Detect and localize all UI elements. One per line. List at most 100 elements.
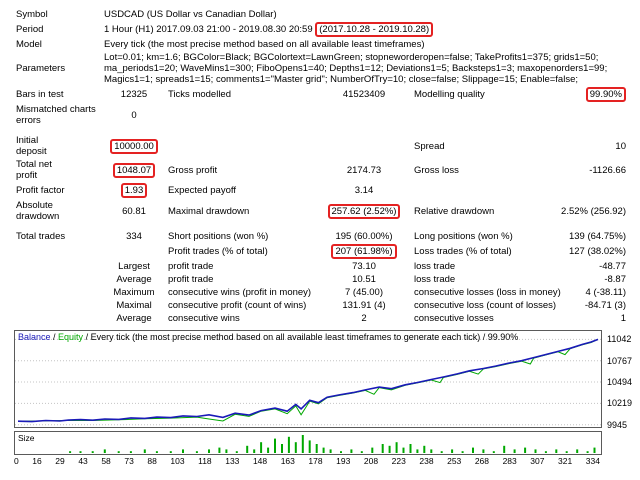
symbol-label: Symbol — [16, 9, 48, 20]
modelling-quality-label: Modelling quality — [414, 89, 485, 100]
average-trade-label: Average — [116, 274, 152, 285]
x-axis-label: 29 — [55, 456, 65, 466]
profit-factor-label: Profit factor — [16, 185, 65, 196]
relative-drawdown-value: 2.52% (256.92) — [561, 205, 626, 217]
maximal-consecutive-loss-label: consecutive loss (count of losses) — [414, 300, 557, 311]
short-positions-value: 195 (60.00%) — [335, 231, 393, 242]
table-row: Average consecutive wins 2 consecutive l… — [14, 312, 628, 325]
table-row: Model Every tick (the most precise metho… — [14, 38, 628, 51]
maximal-drawdown-label: Maximal drawdown — [168, 205, 250, 217]
legend-description: / Every tick (the most precise method ba… — [83, 332, 519, 342]
largest-profit-trade-value: 73.10 — [352, 261, 376, 272]
maximal-consecutive-loss-value: -84.71 (3) — [584, 300, 626, 311]
legend-equity-label: Equity — [58, 332, 84, 342]
x-axis-label: 0 — [14, 456, 19, 466]
average-consecutive-losses-value: 1 — [620, 313, 626, 324]
x-axis-label: 334 — [585, 456, 600, 466]
x-axis-label: 148 — [252, 456, 268, 466]
report-table: Symbol USDCAD (US Dollar vs Canadian Dol… — [14, 8, 628, 325]
average-loss-trade-value: -8.87 — [604, 274, 626, 285]
x-axis-label: 118 — [198, 456, 212, 466]
x-axis-label: 16 — [32, 456, 42, 466]
maximal-consecutive-profit-value: 131.91 (4) — [342, 300, 386, 311]
x-axis-label: 238 — [419, 456, 434, 466]
maximal-label: Maximal — [116, 300, 152, 311]
x-axis-labels: 0 16 29 43 58 73 88 103 118 133 148 163 178 193 208 223… — [14, 456, 600, 466]
bars-in-test-value: 12325 — [120, 89, 148, 100]
parameters-label: Parameters — [16, 63, 66, 74]
average-loss-trade-label: loss trade — [414, 274, 456, 285]
max-consecutive-wins-value: 7 (45.00) — [344, 287, 384, 298]
mismatched-charts-value: 0 — [131, 109, 137, 121]
x-axis-label: 43 — [78, 456, 88, 466]
table-row: Total net profit 1048.07 Gross profit 21… — [14, 158, 628, 182]
average-consecutive-label: Average — [116, 313, 152, 324]
average-profit-trade-label: profit trade — [168, 274, 214, 285]
size-bars-plot — [69, 435, 596, 453]
y-axis-labels: 11042 10767 10494 10219 9945 — [602, 330, 632, 466]
total-trades-label: Total trades — [16, 231, 66, 242]
table-row: Profit factor 1.93 Expected payoff 3.14 — [14, 182, 628, 199]
y-axis-label: 9945 — [607, 420, 628, 430]
balance-curve-plot — [15, 338, 601, 426]
x-axis-label: 133 — [225, 456, 240, 466]
profit-trades-value: 207 (61.98%) — [331, 244, 397, 259]
bars-in-test-label: Bars in test — [16, 89, 64, 100]
x-axis-label: 307 — [530, 456, 545, 466]
mismatched-charts-label: Mismatched charts errors — [16, 104, 96, 126]
loss-trades-label: Loss trades (% of total) — [414, 246, 512, 257]
y-axis-label: 10767 — [607, 356, 633, 366]
parameters-value: Lot=0.01; km=1.6; BGColor=Black; BGColor… — [104, 52, 608, 85]
table-row: Mismatched charts errors 0 — [14, 103, 628, 127]
expected-payoff-value: 3.14 — [354, 185, 374, 196]
average-consecutive-wins-label: consecutive wins — [168, 313, 240, 324]
size-histogram: Size — [14, 431, 602, 455]
x-axis-label: 73 — [124, 456, 134, 466]
x-axis-label: 283 — [502, 456, 517, 466]
legend-balance-label: Balance — [18, 332, 51, 342]
initial-deposit-label: Initial deposit — [16, 135, 47, 157]
largest-loss-trade-label: loss trade — [414, 261, 456, 272]
table-row: Absolute drawdown 60.81 Maximal drawdown… — [14, 199, 628, 223]
maximal-drawdown-value: 257.62 (2.52%) — [327, 203, 401, 219]
profit-trades-label: Profit trades (% of total) — [168, 246, 268, 257]
maximum-label: Maximum — [113, 287, 155, 298]
y-axis-label: 11042 — [607, 334, 632, 344]
gross-profit-label: Gross profit — [168, 164, 218, 176]
size-label: Size — [18, 433, 35, 443]
balance-equity-chart: Balance / Equity / Every tick (the most … — [14, 330, 602, 428]
table-row: Total trades 334 Short positions (won %)… — [14, 223, 628, 243]
x-axis-label: 163 — [280, 456, 295, 466]
table-row: Period 1 Hour (H1) 2017.09.03 21:00 - 20… — [14, 21, 628, 38]
relative-drawdown-label: Relative drawdown — [414, 205, 495, 217]
ticks-modelled-value: 41523409 — [342, 89, 386, 100]
gross-loss-label: Gross loss — [414, 164, 459, 176]
x-axis-label: 193 — [336, 456, 351, 466]
model-label: Model — [16, 39, 42, 50]
table-row: Initial deposit 10000.00 Spread 10 — [14, 127, 628, 158]
profit-factor-value: 1.93 — [120, 183, 148, 198]
table-row: Average profit trade 10.51 loss trade -8… — [14, 273, 628, 286]
max-consecutive-wins-label: consecutive wins (profit in money) — [168, 287, 312, 298]
short-positions-label: Short positions (won %) — [168, 231, 269, 242]
initial-deposit-value: 10000.00 — [110, 138, 158, 154]
table-row: Bars in test 12325 Ticks modelled 415234… — [14, 86, 628, 103]
period-label: Period — [16, 24, 44, 35]
total-net-profit-value: 1048.07 — [112, 162, 156, 178]
absolute-drawdown-label: Absolute drawdown — [16, 200, 60, 222]
x-axis-label: 88 — [147, 456, 157, 466]
model-value: Every tick (the most precise method base… — [104, 39, 425, 50]
spread-value: 10 — [615, 140, 626, 152]
y-axis-label: 10219 — [607, 398, 633, 408]
table-row: Parameters Lot=0.01; km=1.6; BGColor=Bla… — [14, 51, 628, 86]
table-row: Profit trades (% of total) 207 (61.98%) … — [14, 243, 628, 260]
absolute-drawdown-value: 60.81 — [122, 205, 146, 217]
average-consecutive-wins-value: 2 — [361, 313, 367, 324]
average-profit-trade-value: 10.51 — [352, 274, 376, 285]
x-axis-label: 208 — [363, 456, 379, 466]
legend-separator: / — [50, 332, 59, 342]
table-row: Symbol USDCAD (US Dollar vs Canadian Dol… — [14, 8, 628, 21]
x-axis-label: 268 — [474, 456, 490, 466]
gross-loss-value: -1126.66 — [589, 164, 626, 176]
period-highlight-annotation: (2017.10.28 - 2019.10.28) — [315, 22, 434, 37]
